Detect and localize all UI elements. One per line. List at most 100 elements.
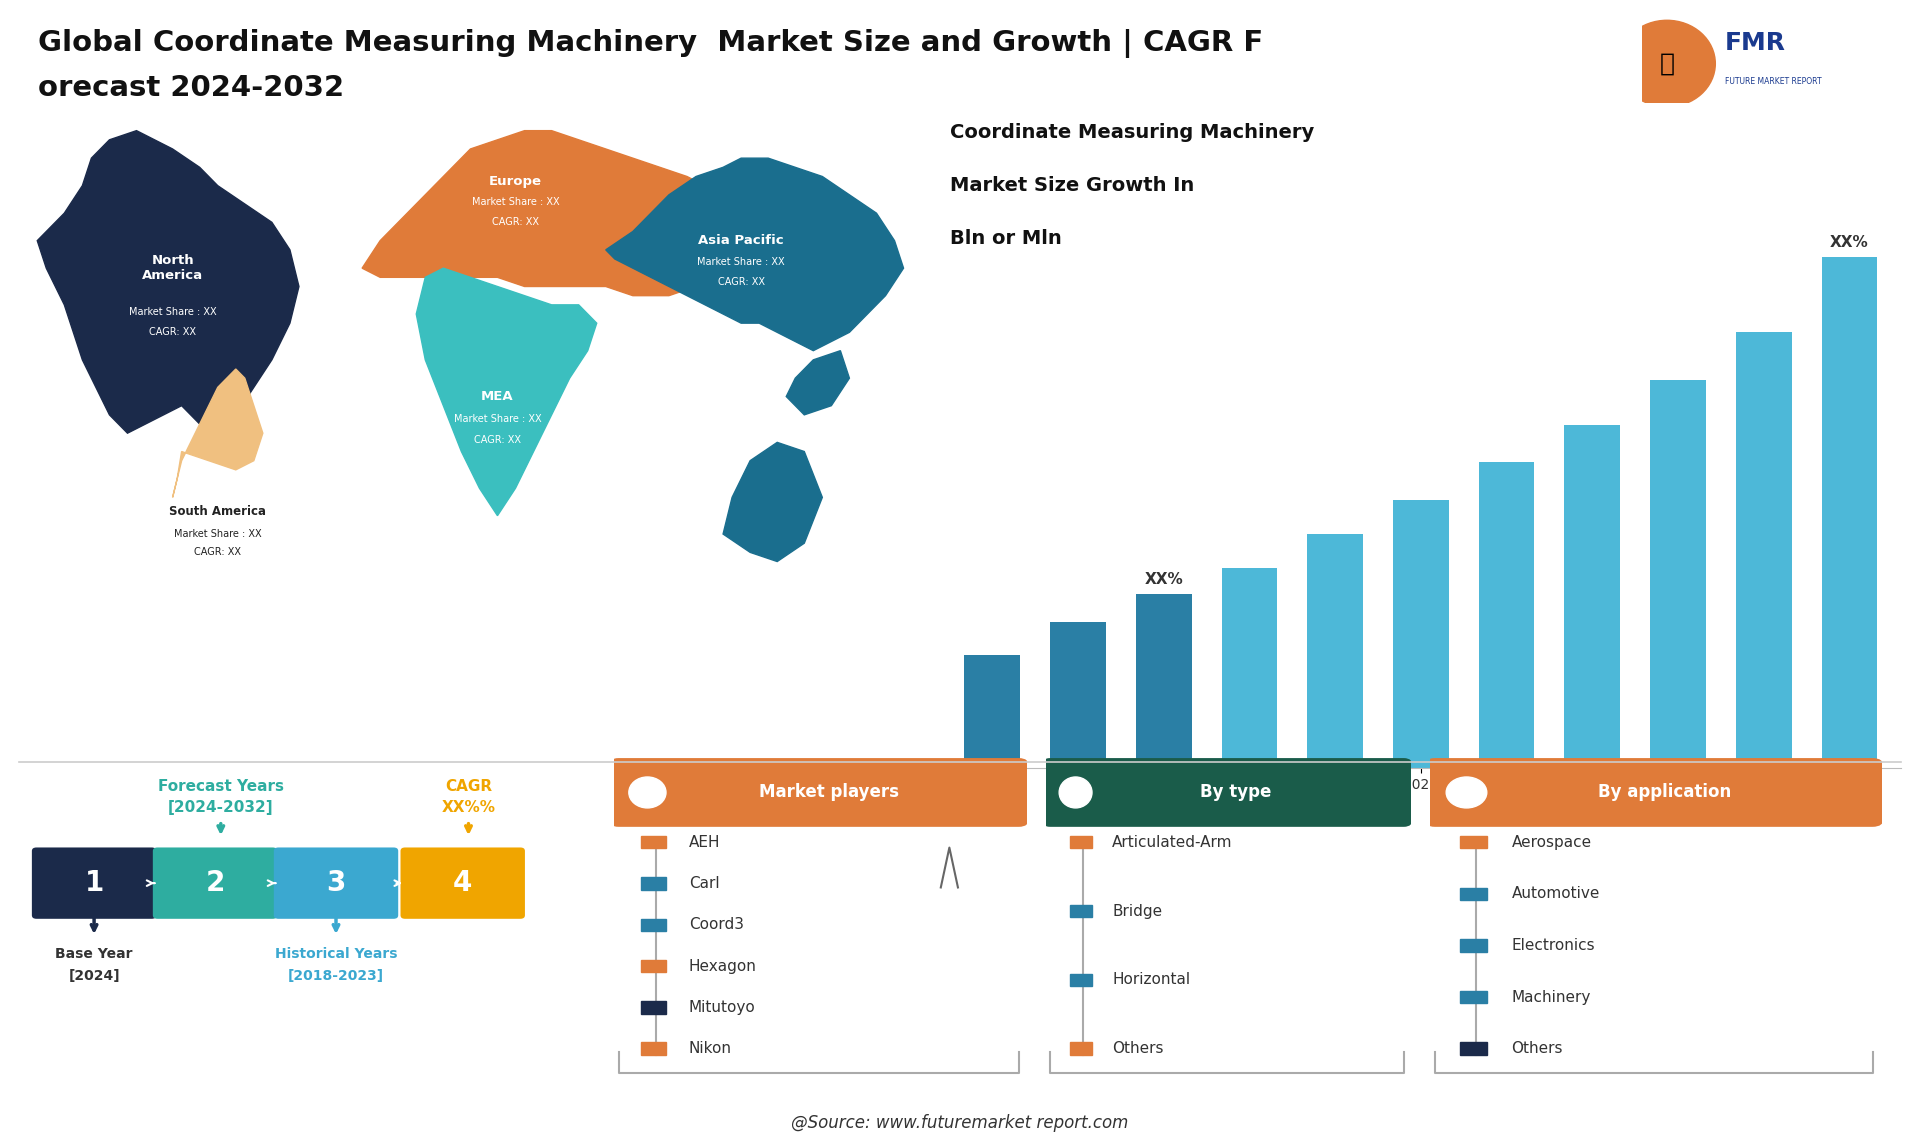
Text: orecast 2024-2032: orecast 2024-2032 [38, 74, 344, 102]
Bar [641, 960, 666, 972]
Bar [1137, 594, 1192, 768]
Text: [2018-2023]: [2018-2023] [288, 968, 384, 982]
Bar [1565, 425, 1620, 768]
Bar [1069, 1043, 1092, 1054]
Text: FUTURE MARKET REPORT: FUTURE MARKET REPORT [1724, 77, 1822, 86]
Text: Bln or Mln: Bln or Mln [950, 229, 1062, 249]
Polygon shape [787, 351, 849, 415]
Polygon shape [363, 131, 758, 296]
Text: CAGR: XX: CAGR: XX [492, 218, 540, 227]
Text: Machinery: Machinery [1511, 989, 1592, 1005]
Bar [1478, 462, 1534, 768]
Text: Others: Others [1511, 1041, 1563, 1057]
Text: Nikon: Nikon [689, 1041, 732, 1057]
Bar [1649, 380, 1705, 768]
Polygon shape [417, 268, 597, 516]
FancyBboxPatch shape [1041, 759, 1413, 827]
Circle shape [1446, 777, 1486, 808]
Text: Mitutoyo: Mitutoyo [689, 999, 755, 1015]
Text: 4: 4 [453, 869, 472, 897]
Bar [1069, 837, 1092, 848]
Bar [1822, 257, 1878, 768]
Text: Base Year: Base Year [56, 947, 132, 961]
Text: Aerospace: Aerospace [1511, 834, 1592, 850]
Text: Articulated-Arm: Articulated-Arm [1112, 834, 1233, 850]
Bar [641, 878, 666, 889]
Polygon shape [724, 442, 822, 562]
Bar [1050, 622, 1106, 768]
Text: Electronics: Electronics [1511, 937, 1596, 953]
Text: 1: 1 [84, 869, 104, 897]
Text: Asia Pacific: Asia Pacific [699, 234, 783, 248]
Text: Global Coordinate Measuring Machinery  Market Size and Growth | CAGR F: Global Coordinate Measuring Machinery Ma… [38, 29, 1263, 57]
Bar [1736, 332, 1791, 768]
Bar [1069, 974, 1092, 986]
Bar [641, 837, 666, 848]
Text: Forecast Years: Forecast Years [157, 779, 284, 794]
Text: Carl: Carl [689, 876, 720, 892]
Text: [2024-2032]: [2024-2032] [167, 800, 275, 816]
Bar [1459, 940, 1486, 951]
Text: Market Share : XX: Market Share : XX [472, 197, 559, 207]
Text: Hexagon: Hexagon [689, 958, 756, 974]
Polygon shape [36, 131, 300, 433]
Text: CAGR: XX: CAGR: XX [150, 328, 196, 337]
Text: 3: 3 [326, 869, 346, 897]
Text: XX%: XX% [1830, 235, 1868, 250]
Polygon shape [607, 158, 904, 351]
Text: Coord3: Coord3 [689, 917, 743, 933]
Text: CAGR: XX: CAGR: XX [718, 277, 764, 286]
FancyBboxPatch shape [33, 848, 156, 919]
Text: AEH: AEH [689, 834, 720, 850]
Text: Market Size Growth In: Market Size Growth In [950, 176, 1194, 195]
Bar [641, 919, 666, 931]
Text: Market Share : XX: Market Share : XX [129, 307, 217, 317]
Circle shape [1060, 777, 1092, 808]
Polygon shape [173, 369, 263, 497]
Text: Bridge: Bridge [1112, 903, 1162, 919]
Text: Horizontal: Horizontal [1112, 972, 1190, 988]
Circle shape [1619, 21, 1715, 107]
Text: North
America: North America [142, 254, 204, 282]
Bar [1459, 837, 1486, 848]
Bar [1392, 501, 1450, 768]
Text: @Source: www.futuremarket report.com: @Source: www.futuremarket report.com [791, 1114, 1129, 1132]
Text: Historical Years: Historical Years [275, 947, 397, 961]
Text: South America: South America [169, 504, 267, 518]
FancyBboxPatch shape [401, 848, 524, 919]
Text: Automotive: Automotive [1511, 886, 1599, 902]
Text: XX%%: XX%% [442, 800, 495, 816]
Text: XX%: XX% [1144, 572, 1183, 587]
FancyBboxPatch shape [275, 848, 397, 919]
Text: 2: 2 [205, 869, 225, 897]
Circle shape [630, 777, 666, 808]
Bar [1459, 888, 1486, 900]
Text: MEA: MEA [482, 390, 515, 403]
Bar [964, 656, 1020, 768]
Text: Europe: Europe [490, 174, 541, 188]
Text: CAGR: XX: CAGR: XX [194, 548, 242, 557]
Bar [1308, 534, 1363, 768]
Text: Market Share : XX: Market Share : XX [175, 529, 261, 539]
Text: 🎯: 🎯 [1659, 52, 1674, 76]
Bar [1069, 905, 1092, 917]
Text: Others: Others [1112, 1041, 1164, 1057]
Bar [1459, 1043, 1486, 1054]
Bar [1459, 991, 1486, 1003]
Text: CAGR: XX: CAGR: XX [474, 434, 520, 445]
Text: [2024]: [2024] [69, 968, 119, 982]
FancyBboxPatch shape [1423, 759, 1884, 827]
Text: FMR: FMR [1724, 31, 1786, 55]
Text: By type: By type [1200, 784, 1271, 801]
Text: Market players: Market players [758, 784, 899, 801]
Text: CAGR: CAGR [445, 779, 492, 794]
Text: Market Share : XX: Market Share : XX [453, 415, 541, 424]
FancyBboxPatch shape [154, 848, 276, 919]
FancyBboxPatch shape [609, 759, 1029, 827]
Bar [641, 1002, 666, 1013]
Bar [1221, 567, 1277, 768]
Text: By application: By application [1597, 784, 1732, 801]
Bar [641, 1043, 666, 1054]
Text: Coordinate Measuring Machinery: Coordinate Measuring Machinery [950, 123, 1315, 142]
Text: Market Share : XX: Market Share : XX [697, 257, 785, 267]
